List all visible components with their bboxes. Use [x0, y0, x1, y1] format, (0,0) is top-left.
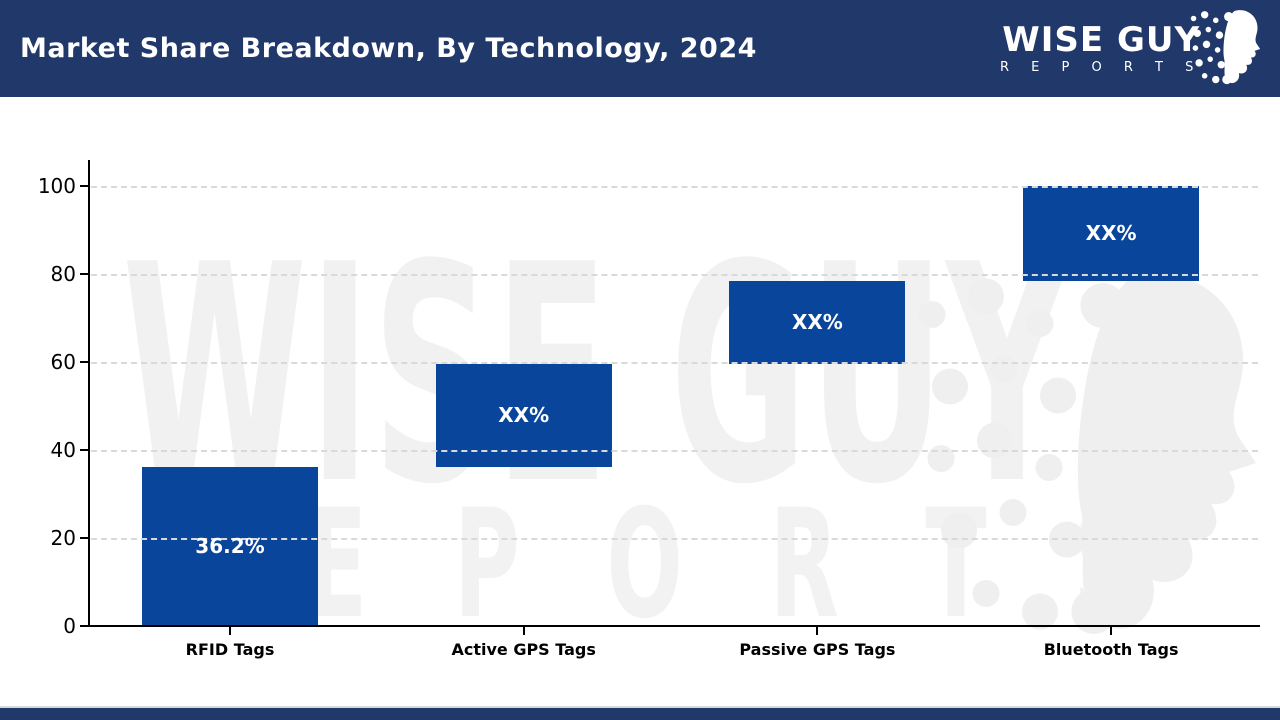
bar-bluetooth-tags — [1023, 186, 1200, 281]
y-axis-tick-label: 60 — [50, 350, 76, 374]
gridline-100 — [91, 186, 1258, 188]
footer-bar — [0, 706, 1280, 720]
x-axis-line — [86, 625, 1260, 627]
y-tick-mark — [80, 185, 88, 187]
gridline-80 — [91, 274, 1258, 276]
x-axis-category-label: Active GPS Tags — [451, 640, 596, 659]
x-tick-mark — [229, 627, 231, 635]
y-axis-tick-label: 0 — [63, 614, 76, 638]
wise-guy-reports-logo: WISE GUY R E P O R T S — [1000, 6, 1270, 92]
gridline-40 — [91, 450, 1258, 452]
bar-value-label: XX% — [498, 403, 550, 428]
x-axis-category-label: RFID Tags — [185, 640, 275, 659]
y-tick-mark — [80, 361, 88, 363]
bar-passive-gps-tags — [729, 280, 906, 365]
y-tick-mark — [80, 537, 88, 539]
bar-value-label: 36.2% — [195, 534, 265, 559]
y-tick-mark — [80, 625, 88, 627]
y-tick-mark — [80, 449, 88, 451]
y-axis-tick-label: 100 — [37, 174, 76, 198]
x-tick-mark — [816, 627, 819, 635]
logo-reports-text: R E P O R T S — [1000, 59, 1203, 75]
chart-title: Market Share Breakdown, By Technology, 2… — [20, 33, 757, 64]
gridline-20 — [91, 538, 1258, 540]
x-tick-mark — [522, 627, 525, 635]
y-axis-tick-label: 20 — [50, 526, 76, 550]
y-axis-tick-label: 40 — [50, 438, 76, 462]
y-tick-mark — [80, 273, 88, 275]
bar-rfid-tags — [142, 466, 318, 626]
logo-face-dots-icon — [1191, 10, 1261, 85]
x-axis-category-label: Passive GPS Tags — [739, 640, 896, 659]
y-axis-tick-label: 80 — [50, 262, 76, 286]
x-tick-mark — [1110, 627, 1113, 635]
bar-value-label: XX% — [1085, 221, 1137, 246]
header-bar: Market Share Breakdown, By Technology, 2… — [0, 0, 1280, 97]
logo-wordmark: WISE GUY — [1002, 20, 1201, 61]
y-axis-line — [88, 160, 90, 627]
x-axis-category-label: Bluetooth Tags — [1043, 640, 1179, 659]
bar-active-gps-tags — [435, 364, 612, 467]
bar-value-label: XX% — [791, 310, 843, 335]
gridline-60 — [91, 362, 1258, 364]
